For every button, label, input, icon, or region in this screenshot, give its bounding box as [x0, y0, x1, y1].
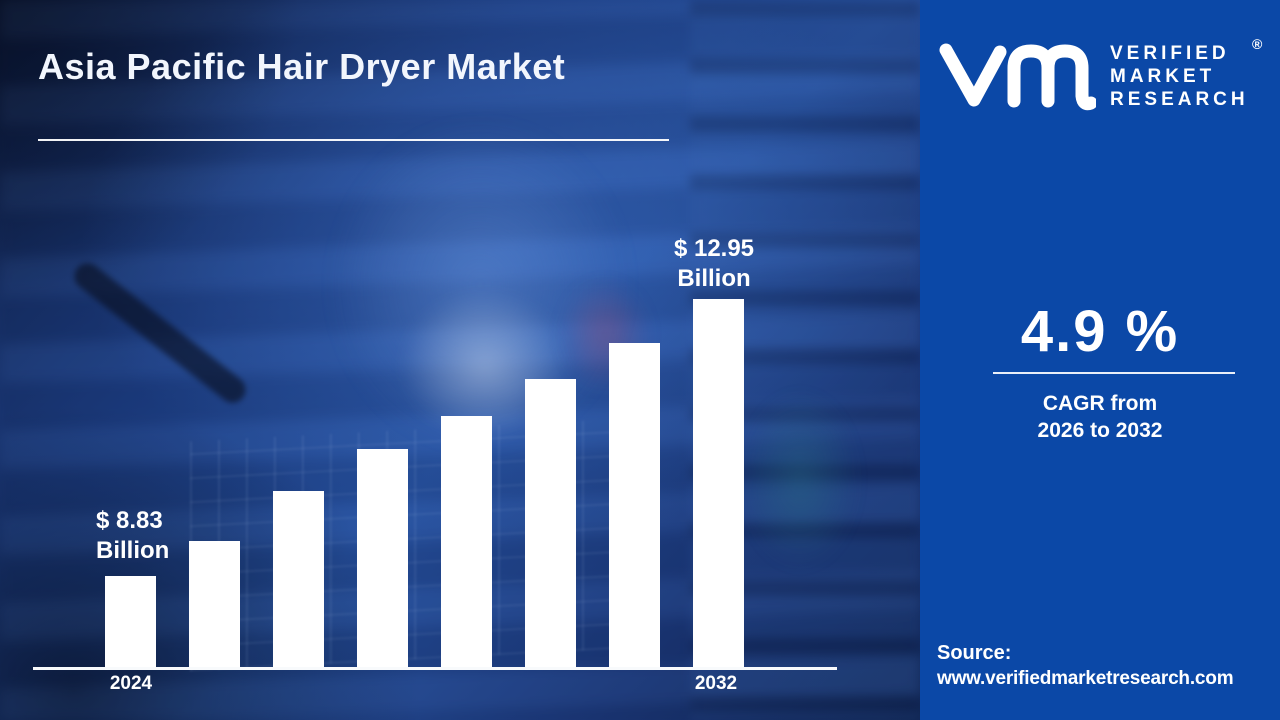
brand-panel: VERIFIED MARKET RESEARCH ® 4.9 % CAGR fr…: [920, 0, 1280, 720]
bar-1: [105, 576, 156, 667]
first-bar-value-unit: Billion: [96, 537, 170, 564]
bar-7: [609, 343, 660, 667]
first-bar-value-amount: $ 8.83: [96, 507, 163, 534]
last-bar-value-label: $ 12.95 Billion: [664, 234, 764, 294]
brand-name-line-1: VERIFIED: [1110, 43, 1230, 64]
source-label: Source:: [937, 642, 1012, 664]
cagr-value: 4.9 %: [1020, 299, 1180, 364]
x-axis-tick-2032: 2032: [694, 673, 738, 694]
bar-5: [441, 416, 492, 667]
brand-name: VERIFIED MARKET RESEARCH: [1110, 42, 1249, 111]
bar-6: [525, 379, 576, 667]
brand-name-line-3: RESEARCH: [1110, 89, 1249, 110]
title-underline: [38, 139, 669, 141]
bar-chart: [105, 299, 744, 667]
source-block: Source: www.verifiedmarketresearch.com: [937, 640, 1234, 691]
cagr-label-line-1: CAGR from: [1042, 392, 1158, 415]
source-url: www.verifiedmarketresearch.com: [937, 668, 1234, 689]
page-title: Asia Pacific Hair Dryer Market: [38, 46, 566, 87]
cagr-divider: [993, 372, 1235, 374]
infographic-panel: Asia Pacific Hair Dryer Market $ 8.83 Bi…: [0, 0, 920, 720]
background-plant-blur: [740, 390, 860, 570]
brand-name-line-2: MARKET: [1110, 66, 1216, 87]
registered-trademark-icon: ®: [1252, 36, 1263, 52]
x-axis-tick-2024: 2024: [109, 673, 153, 694]
cagr-label-line-2: 2026 to 2032: [1037, 419, 1163, 442]
bar-3: [273, 491, 324, 667]
bar-2: [189, 541, 240, 667]
bar-4: [357, 449, 408, 667]
cagr-label: CAGR from 2026 to 2032: [920, 390, 1280, 444]
x-axis-line: [33, 667, 837, 670]
last-bar-value-unit: Billion: [677, 265, 751, 292]
first-bar-value-label: $ 8.83 Billion: [96, 506, 169, 566]
vmr-logo-icon: [939, 43, 1096, 111]
bar-8: [693, 299, 744, 667]
last-bar-value-amount: $ 12.95: [673, 235, 755, 262]
